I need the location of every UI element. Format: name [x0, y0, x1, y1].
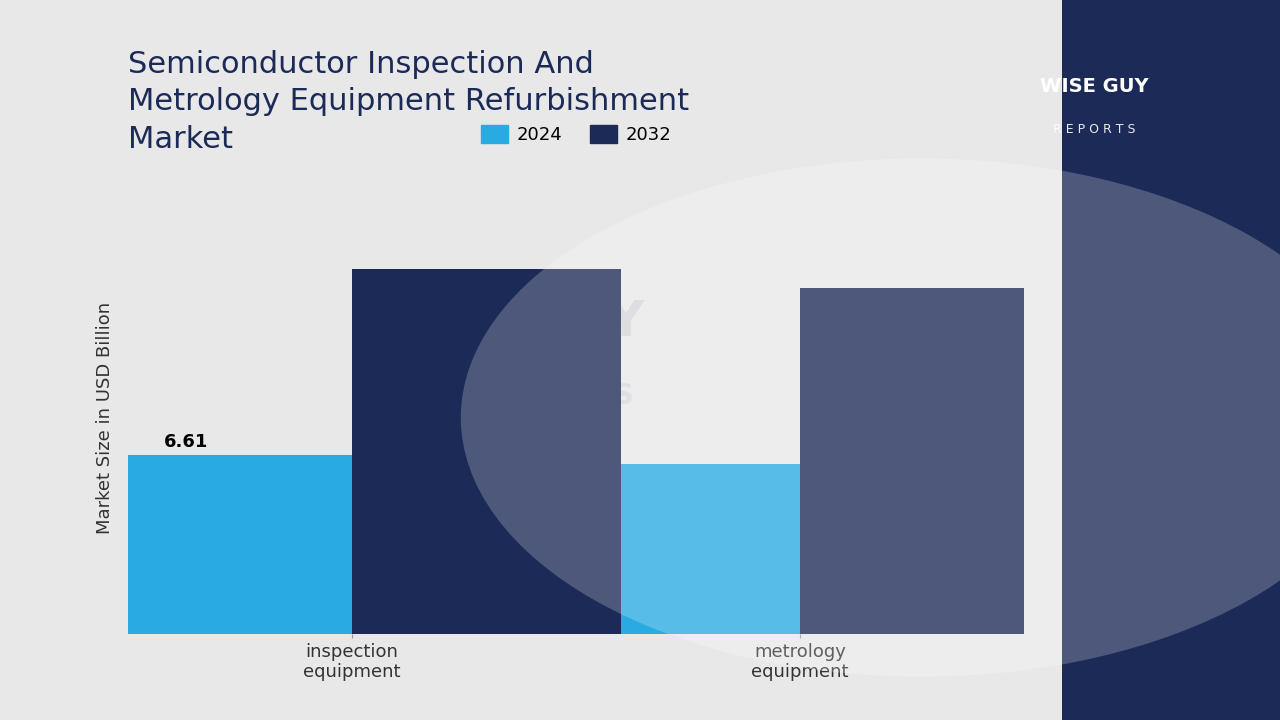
Text: 6.61: 6.61	[164, 433, 209, 451]
Legend: 2024, 2032: 2024, 2032	[471, 116, 681, 153]
Text: WISE GUY: WISE GUY	[365, 299, 644, 346]
Y-axis label: Market Size in USD Billion: Market Size in USD Billion	[96, 302, 114, 534]
Bar	[800, 288, 1069, 634]
Text: R E P O R T S: R E P O R T S	[1053, 123, 1135, 136]
Text: Semiconductor Inspection And
Metrology Equipment Refurbishment
Market: Semiconductor Inspection And Metrology E…	[128, 50, 689, 153]
Text: WISE GUY: WISE GUY	[1041, 77, 1148, 96]
Text: R  E  P  O  R  T  S: R E P O R T S	[375, 382, 634, 410]
Bar	[83, 455, 352, 634]
Bar	[352, 269, 621, 634]
Bar	[531, 464, 800, 634]
